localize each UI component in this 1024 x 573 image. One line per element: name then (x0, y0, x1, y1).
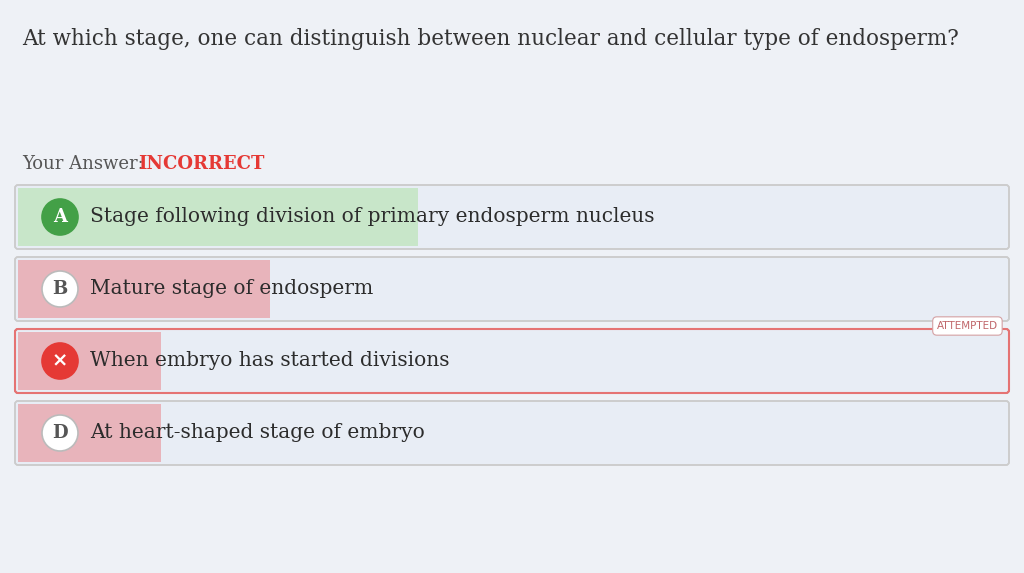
Text: INCORRECT: INCORRECT (138, 155, 264, 173)
Circle shape (42, 271, 78, 307)
Text: At heart-shaped stage of embryo: At heart-shaped stage of embryo (90, 423, 425, 442)
FancyBboxPatch shape (15, 185, 1009, 249)
Text: At which stage, one can distinguish between nuclear and cellular type of endospe: At which stage, one can distinguish betw… (22, 28, 958, 50)
Text: When embryo has started divisions: When embryo has started divisions (90, 351, 450, 371)
Text: D: D (52, 424, 68, 442)
Circle shape (42, 415, 78, 451)
FancyBboxPatch shape (15, 329, 1009, 393)
Text: Mature stage of endosperm: Mature stage of endosperm (90, 280, 374, 299)
Text: Your Answer:: Your Answer: (22, 155, 143, 173)
Text: ×: × (52, 351, 69, 371)
Circle shape (42, 199, 78, 235)
FancyBboxPatch shape (15, 257, 1009, 321)
Text: Stage following division of primary endosperm nucleus: Stage following division of primary endo… (90, 207, 654, 226)
Circle shape (42, 343, 78, 379)
Bar (18, 260, 270, 318)
FancyBboxPatch shape (15, 401, 1009, 465)
Text: ATTEMPTED: ATTEMPTED (937, 321, 998, 331)
Bar (18, 332, 161, 390)
Bar (18, 188, 418, 246)
Bar (18, 404, 161, 462)
Text: A: A (53, 208, 67, 226)
Text: B: B (52, 280, 68, 298)
